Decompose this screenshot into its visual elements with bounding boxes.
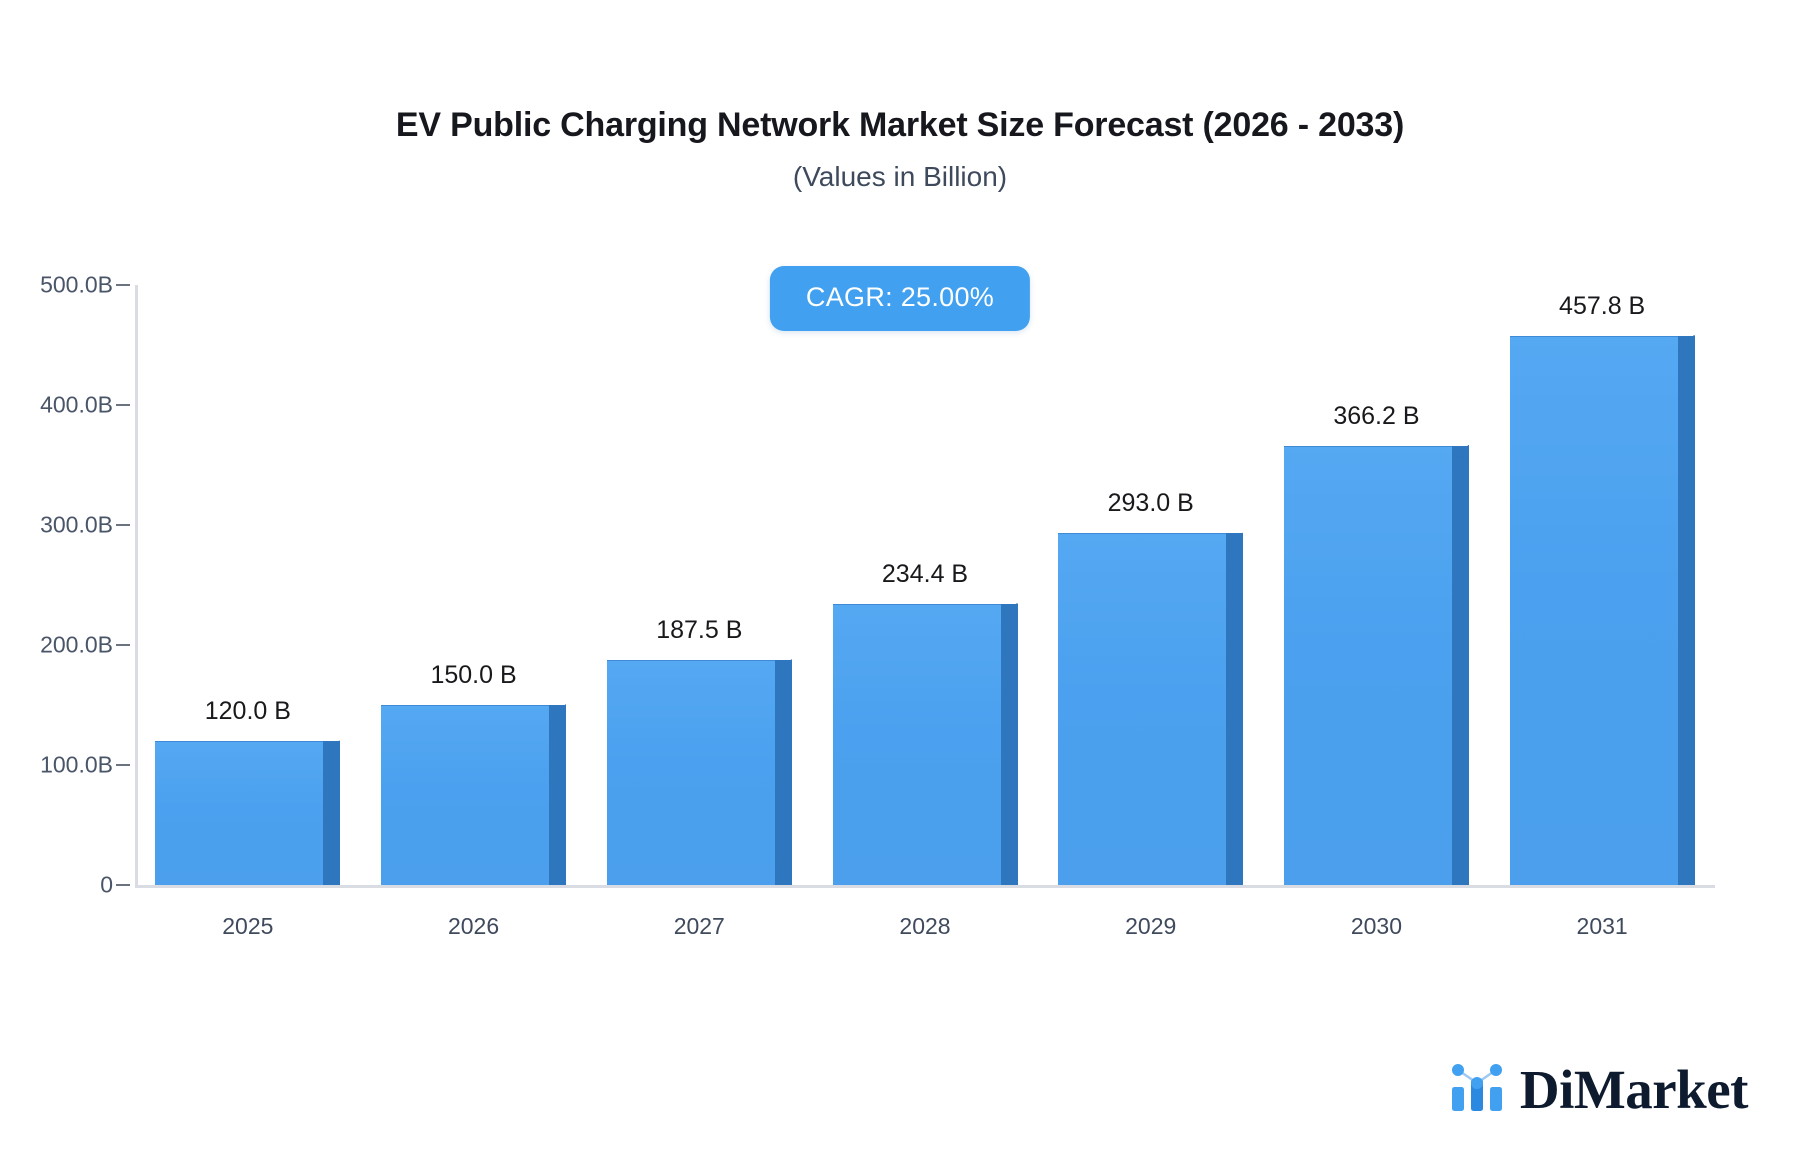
bar-front-face [1058,533,1227,885]
bar-side-face [1677,335,1695,885]
x-axis-tick-label: 2028 [899,913,951,939]
bar[interactable] [381,704,567,885]
y-axis-tick-label: 500.0B [40,271,113,298]
bar-front-face [381,705,550,885]
x-axis-tick-label: 2026 [447,913,500,939]
x-axis-tick-label: 2030 [1350,913,1402,939]
bar-value-label: 366.2 B [1333,401,1420,430]
page-subtitle: (Values in Billion) [792,160,1008,192]
y-axis-tick-label: 100.0B [40,751,113,778]
bar[interactable] [1509,334,1695,885]
bar-column[interactable] [381,285,567,885]
bar[interactable] [606,659,792,885]
bar-column[interactable] [1283,285,1469,885]
bar[interactable] [155,740,341,885]
y-axis-tick-mark [116,764,130,766]
bar[interactable] [1283,444,1469,885]
y-axis-tick-label: 0 [100,871,113,898]
bar-value-label: 150.0 B [430,661,517,689]
y-axis-tick-label: 300.0B [40,511,113,538]
bar-chart-icon [1450,1061,1506,1118]
bar-value-label: 187.5 B [656,616,743,644]
bar-side-face [549,705,567,885]
y-axis-line [135,285,138,885]
y-axis-tick-label: 400.0B [40,391,113,418]
bar-column[interactable] [1058,285,1244,885]
bar-front-face [832,603,1001,885]
y-axis-tick-mark [116,884,130,886]
bar-value-label: 457.8 B [1559,291,1646,320]
bar-side-face [1000,603,1018,885]
logo-wordmark: DiMarket [1519,1059,1749,1120]
bar-front-face [606,660,775,885]
bar-column[interactable] [155,285,341,885]
cagr-badge: CAGR: 25.00% [769,266,1031,331]
x-axis-tick-label: 2027 [673,913,725,939]
bar-value-label: 120.0 B [204,697,291,725]
bar-front-face [1509,335,1678,885]
y-axis-tick-mark [116,524,130,526]
bar-column[interactable] [1509,285,1695,885]
bar[interactable] [832,602,1018,885]
y-axis-tick-mark [116,284,130,286]
bar-value-label: 293.0 B [1107,489,1194,518]
x-axis-tick-label: 2029 [1125,913,1177,939]
bar-side-face [1451,445,1469,885]
bar-value-label: 234.4 B [881,559,969,588]
y-axis-tick-mark [116,644,130,646]
bar-side-face [1226,533,1244,885]
title-block: EV Public Charging Network Market Size F… [0,104,1800,194]
brand-logo: DiMarket [1450,1059,1749,1120]
bar-column[interactable] [606,285,792,885]
x-axis-tick-label: 2025 [222,913,274,939]
x-axis-tick-label: 2031 [1576,913,1628,939]
bar-side-face [323,741,341,885]
y-axis-tick-label: 200.0B [40,631,113,658]
bar-front-face [155,741,324,885]
y-axis-tick-mark [116,404,130,406]
bar-side-face [774,660,792,885]
bar-column[interactable] [832,285,1018,885]
bars-layer: 120.0 B 150.0 B 187.5 B 234.4 B 293.0 B 366.2… [135,285,1715,885]
page-title: EV Public Charging Network Market Size F… [395,106,1405,144]
bar[interactable] [1058,532,1244,885]
x-axis-line [135,885,1715,888]
bar-front-face [1283,445,1452,885]
